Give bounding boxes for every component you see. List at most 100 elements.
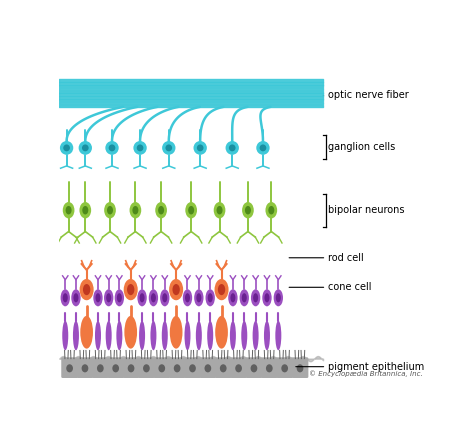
Ellipse shape — [82, 364, 88, 372]
Ellipse shape — [79, 141, 92, 155]
Ellipse shape — [127, 284, 135, 295]
Ellipse shape — [117, 293, 122, 302]
Ellipse shape — [65, 206, 72, 214]
FancyBboxPatch shape — [138, 357, 155, 378]
Ellipse shape — [229, 144, 236, 151]
FancyBboxPatch shape — [77, 357, 93, 378]
Ellipse shape — [268, 206, 274, 214]
Ellipse shape — [162, 321, 168, 350]
FancyBboxPatch shape — [261, 357, 278, 378]
Ellipse shape — [165, 144, 172, 151]
Ellipse shape — [80, 279, 94, 300]
Ellipse shape — [104, 289, 113, 306]
FancyBboxPatch shape — [200, 357, 216, 378]
Ellipse shape — [162, 141, 175, 155]
Ellipse shape — [260, 144, 266, 151]
Ellipse shape — [80, 316, 93, 348]
Ellipse shape — [174, 364, 181, 372]
Ellipse shape — [104, 202, 116, 219]
Ellipse shape — [242, 293, 247, 302]
Ellipse shape — [226, 141, 239, 155]
Ellipse shape — [60, 141, 73, 155]
Ellipse shape — [297, 364, 303, 372]
Ellipse shape — [276, 293, 281, 302]
Ellipse shape — [63, 202, 74, 219]
Ellipse shape — [253, 321, 259, 350]
Ellipse shape — [158, 206, 164, 214]
Ellipse shape — [150, 321, 156, 350]
Ellipse shape — [139, 293, 145, 302]
Ellipse shape — [129, 202, 141, 219]
Ellipse shape — [93, 289, 103, 306]
Ellipse shape — [155, 202, 167, 219]
Ellipse shape — [66, 364, 73, 372]
Ellipse shape — [169, 279, 183, 300]
Ellipse shape — [149, 289, 158, 306]
Ellipse shape — [80, 202, 91, 219]
Ellipse shape — [253, 293, 258, 302]
Ellipse shape — [143, 364, 150, 372]
Text: rod cell: rod cell — [328, 253, 364, 263]
Ellipse shape — [230, 293, 236, 302]
Ellipse shape — [173, 284, 180, 295]
Ellipse shape — [265, 202, 277, 219]
Ellipse shape — [109, 144, 115, 151]
Ellipse shape — [206, 289, 215, 306]
Ellipse shape — [242, 202, 254, 219]
Ellipse shape — [228, 289, 237, 306]
Ellipse shape — [73, 321, 79, 350]
Ellipse shape — [132, 206, 138, 214]
Ellipse shape — [106, 321, 112, 350]
Ellipse shape — [95, 293, 100, 302]
Ellipse shape — [107, 206, 113, 214]
Ellipse shape — [115, 289, 124, 306]
Ellipse shape — [158, 364, 165, 372]
Ellipse shape — [73, 293, 79, 302]
Ellipse shape — [95, 321, 101, 350]
Ellipse shape — [218, 284, 225, 295]
Text: cone cell: cone cell — [328, 282, 372, 292]
Ellipse shape — [185, 202, 197, 219]
FancyBboxPatch shape — [169, 357, 185, 378]
Ellipse shape — [264, 293, 270, 302]
FancyBboxPatch shape — [215, 357, 232, 378]
Ellipse shape — [124, 279, 138, 300]
Ellipse shape — [194, 289, 203, 306]
Ellipse shape — [170, 316, 182, 348]
Ellipse shape — [197, 144, 203, 151]
FancyBboxPatch shape — [276, 357, 293, 378]
Ellipse shape — [239, 289, 249, 306]
Ellipse shape — [61, 289, 70, 306]
FancyBboxPatch shape — [292, 357, 309, 378]
Ellipse shape — [184, 321, 191, 350]
Ellipse shape — [185, 293, 190, 302]
Ellipse shape — [160, 289, 170, 306]
Ellipse shape — [189, 364, 196, 372]
Ellipse shape — [256, 141, 270, 155]
Ellipse shape — [214, 202, 226, 219]
FancyBboxPatch shape — [107, 357, 124, 378]
FancyBboxPatch shape — [123, 357, 139, 378]
Ellipse shape — [196, 321, 202, 350]
Ellipse shape — [273, 289, 283, 306]
FancyBboxPatch shape — [184, 357, 201, 378]
Ellipse shape — [220, 364, 227, 372]
Text: pigment epithelium: pigment epithelium — [328, 362, 424, 371]
Ellipse shape — [162, 293, 167, 302]
Ellipse shape — [151, 293, 156, 302]
Ellipse shape — [204, 364, 211, 372]
Ellipse shape — [235, 364, 242, 372]
Ellipse shape — [105, 141, 118, 155]
FancyBboxPatch shape — [246, 357, 262, 378]
Ellipse shape — [71, 289, 81, 306]
Ellipse shape — [217, 206, 223, 214]
Ellipse shape — [116, 321, 122, 350]
FancyBboxPatch shape — [92, 357, 109, 378]
Ellipse shape — [63, 144, 70, 151]
Ellipse shape — [251, 364, 257, 372]
Ellipse shape — [262, 289, 272, 306]
Ellipse shape — [106, 293, 111, 302]
Ellipse shape — [128, 364, 135, 372]
Ellipse shape — [275, 321, 282, 350]
Ellipse shape — [183, 289, 192, 306]
